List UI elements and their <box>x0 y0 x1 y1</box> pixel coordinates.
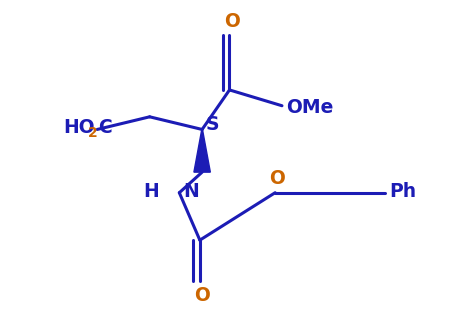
Text: N: N <box>183 182 199 201</box>
Text: Ph: Ph <box>389 182 416 201</box>
Text: O: O <box>224 12 240 32</box>
Text: S: S <box>206 115 219 134</box>
Text: HO: HO <box>63 118 95 137</box>
Text: OMe: OMe <box>286 98 334 117</box>
Polygon shape <box>194 130 210 172</box>
Text: O: O <box>194 286 210 305</box>
Text: H: H <box>143 182 159 201</box>
Text: O: O <box>269 169 285 188</box>
Text: 2: 2 <box>88 126 98 140</box>
Text: C: C <box>99 118 112 137</box>
